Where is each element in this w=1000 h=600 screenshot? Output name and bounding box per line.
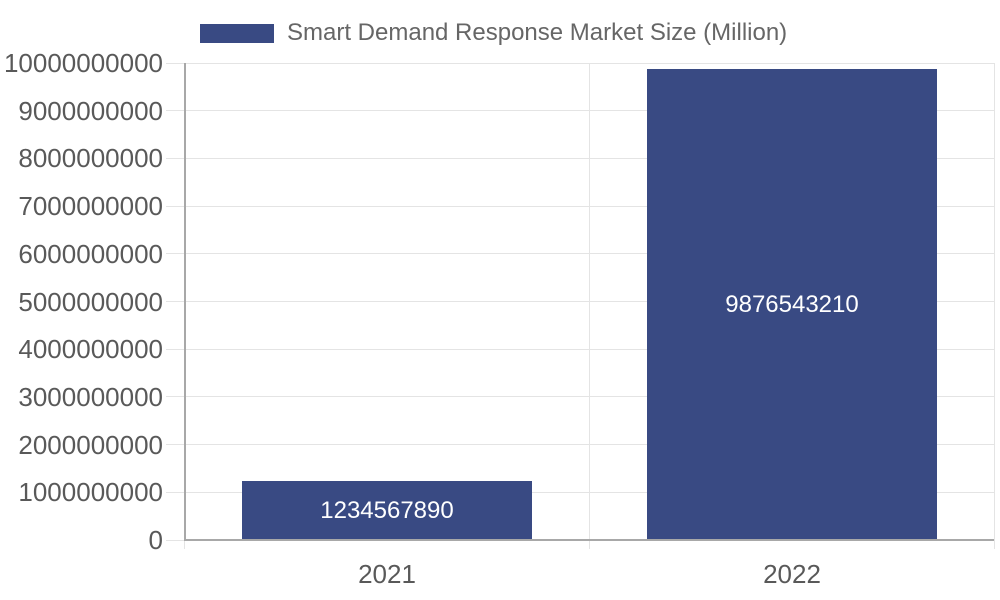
legend-label[interactable]: Smart Demand Response Market Size (Milli… [287, 19, 788, 46]
y-tick-label: 3000000000 [18, 381, 163, 412]
y-tick-label: 4000000000 [18, 334, 163, 365]
y-tick [166, 539, 185, 541]
y-tick-label: 8000000000 [18, 143, 163, 174]
y-tick-label: 0 [148, 525, 163, 555]
y-tick [166, 396, 185, 398]
y-tick [166, 253, 185, 255]
x-tick [184, 540, 185, 549]
y-tick [166, 110, 185, 112]
y-tick [166, 491, 185, 493]
y-tick-label: 1000000000 [18, 477, 163, 508]
y-tick-label: 7000000000 [18, 191, 163, 222]
bar-value-label: 1234567890 [320, 497, 454, 524]
y-tick-label: 10000000000 [3, 48, 163, 78]
bar[interactable] [647, 69, 937, 539]
y-tick-label: 2000000000 [18, 429, 163, 460]
y-tick [166, 157, 185, 159]
y-tick-label: 9000000000 [18, 95, 163, 126]
x-grid-line [993, 63, 995, 549]
y-axis-line [184, 63, 186, 540]
bar[interactable] [242, 481, 532, 539]
bar-value-label: 9876543210 [725, 291, 859, 318]
y-tick-label: 5000000000 [18, 286, 163, 317]
legend-swatch[interactable] [200, 24, 274, 43]
y-tick-label: 6000000000 [18, 238, 163, 269]
x-axis-line [184, 539, 994, 541]
y-tick [166, 444, 185, 446]
x-tick-label: 2022 [763, 559, 821, 589]
y-tick [166, 62, 185, 64]
x-tick-label: 2021 [358, 559, 416, 589]
y-tick [166, 301, 185, 302]
y-tick [166, 348, 185, 350]
y-tick [166, 205, 185, 207]
x-grid-line [589, 63, 590, 549]
